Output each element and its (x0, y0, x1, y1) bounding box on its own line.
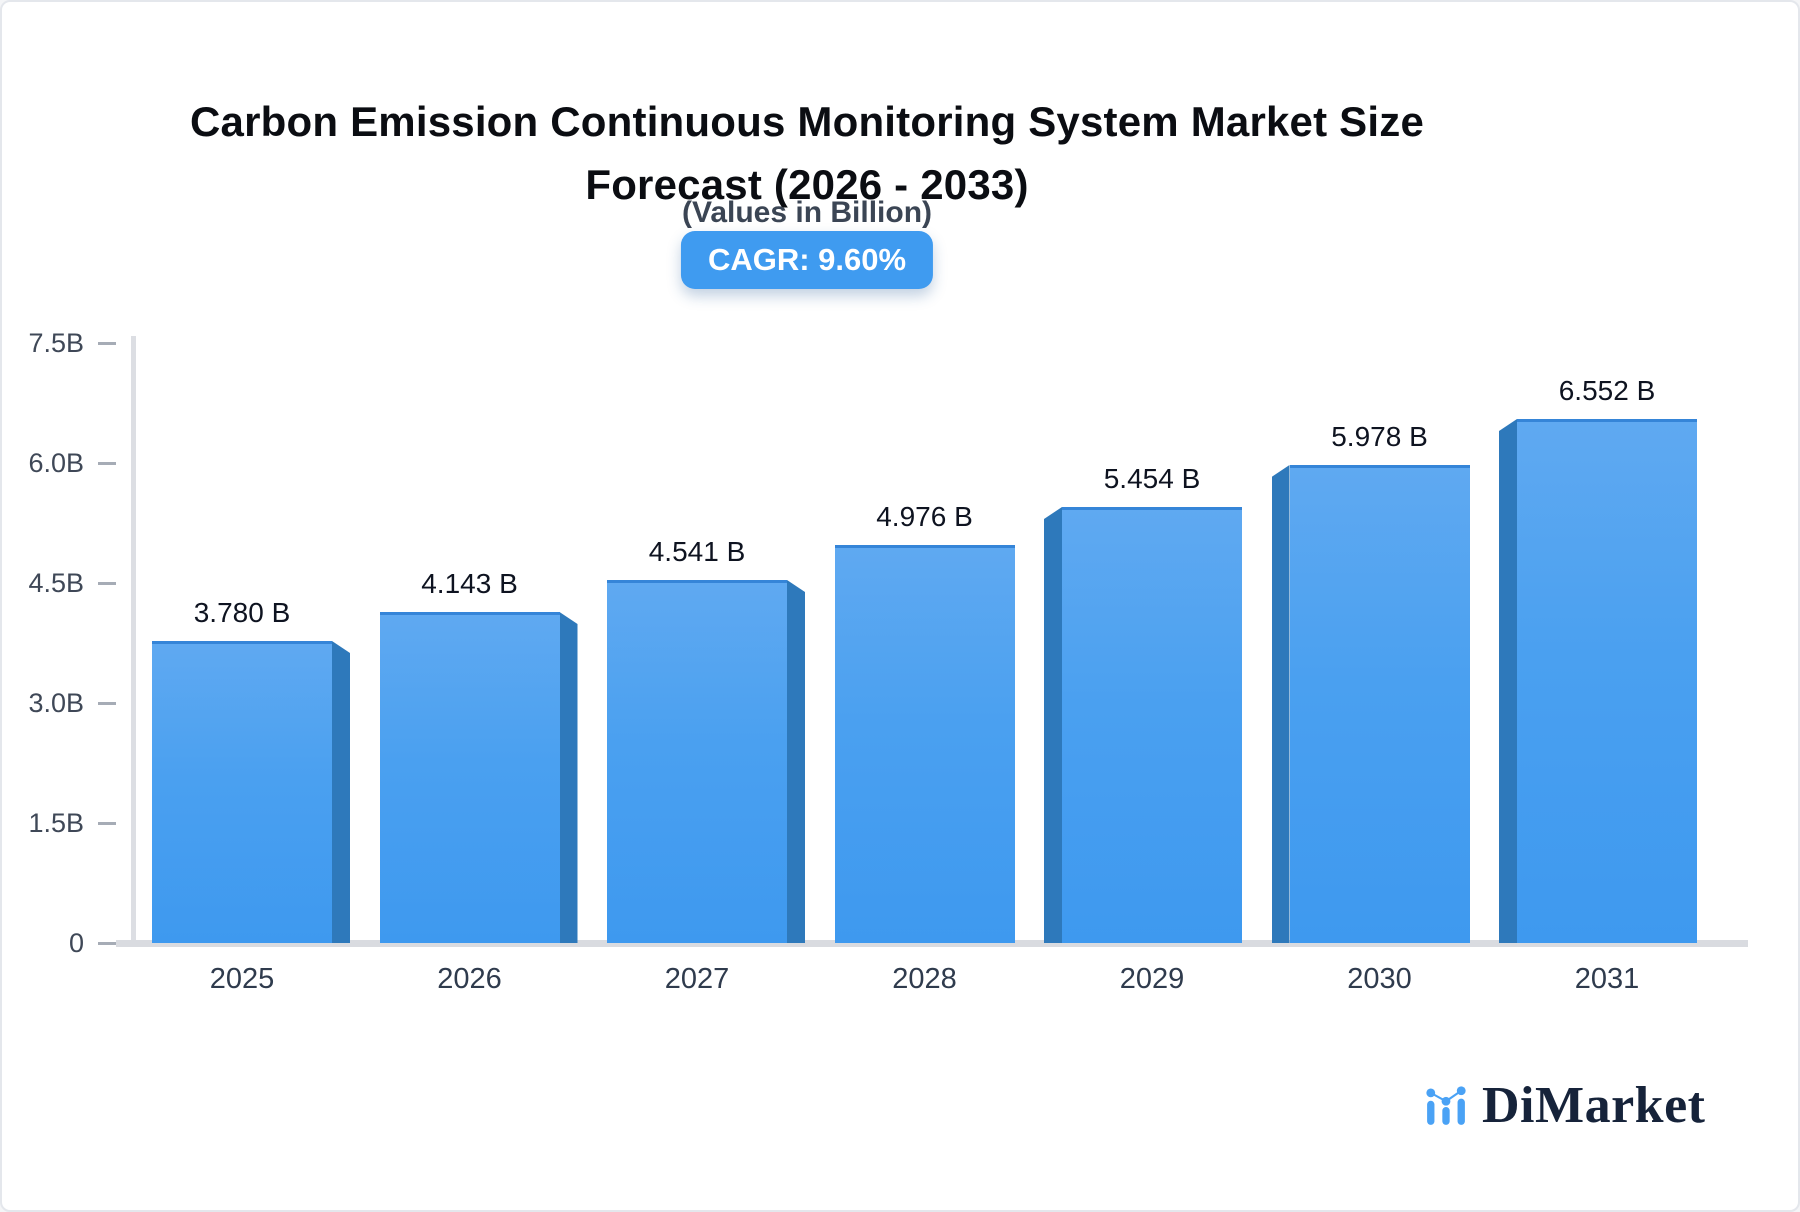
x-axis-label: 2025 (209, 963, 275, 995)
x-axis-label: 2029 (1119, 963, 1185, 995)
chart-subtitle: (Values in Billion) (681, 196, 933, 229)
y-axis-tick-dash (98, 702, 116, 705)
x-axis-label: 2028 (892, 963, 957, 995)
bar-value-label: 4.976 B (876, 501, 973, 532)
brand-logo: DiMarket (1424, 1078, 1705, 1134)
y-axis-tick-dash (98, 462, 116, 465)
y-axis-tick-label: 7.5B (28, 328, 84, 358)
y-axis-tick-dash (98, 822, 116, 825)
y-axis-tick-label: 3.0B (28, 688, 84, 718)
bar-value-label: 5.454 B (1103, 463, 1201, 494)
y-axis-tick-dash (98, 942, 116, 945)
bar-2029 (1062, 507, 1242, 943)
bar-value-label: 3.780 B (193, 597, 291, 628)
bar-2027 (607, 580, 787, 943)
cagr-badge: CAGR: 9.60% (680, 231, 934, 289)
brand-logo-text: DiMarket (1482, 1077, 1706, 1134)
y-axis-tick-dash (98, 342, 116, 345)
bar-chart-logo-icon (1426, 1086, 1466, 1125)
x-axis-label: 2031 (1574, 963, 1640, 995)
bar-side-2031 (1499, 419, 1517, 943)
bar-2025 (152, 641, 332, 943)
bar-2031 (1517, 419, 1697, 943)
bar-side-2030 (1271, 465, 1290, 943)
bar-2030 (1289, 465, 1470, 943)
bar-value-label: 6.552 B (1558, 375, 1656, 406)
x-axis-line (116, 940, 1748, 947)
y-axis-tick-label: 1.5B (28, 808, 84, 838)
bar-side-2029 (1044, 507, 1062, 943)
y-axis-tick-dash (98, 582, 116, 585)
bar-side-2027 (787, 580, 805, 943)
chart-title: Carbon Emission Continuous Monitoring Sy… (190, 98, 1424, 208)
bar-side-2025 (332, 641, 350, 943)
bar-value-label: 5.978 B (1331, 421, 1428, 452)
bar-2028 (834, 545, 1015, 943)
bar-value-label: 4.541 B (648, 536, 746, 567)
x-axis-label: 2027 (664, 963, 730, 995)
y-axis-tick-label: 4.5B (28, 568, 84, 598)
bar-2026 (379, 612, 560, 943)
x-axis-label: 2030 (1347, 963, 1412, 995)
bar-side-2026 (559, 612, 578, 943)
y-axis-tick-label: 0 (68, 928, 84, 958)
bar-value-label: 4.143 B (421, 568, 518, 599)
y-axis-line (131, 336, 136, 944)
cagr-badge-label: CAGR: 9.60% (707, 242, 907, 277)
x-axis-label: 2026 (437, 963, 502, 995)
y-axis-tick-label: 6.0B (28, 448, 84, 478)
